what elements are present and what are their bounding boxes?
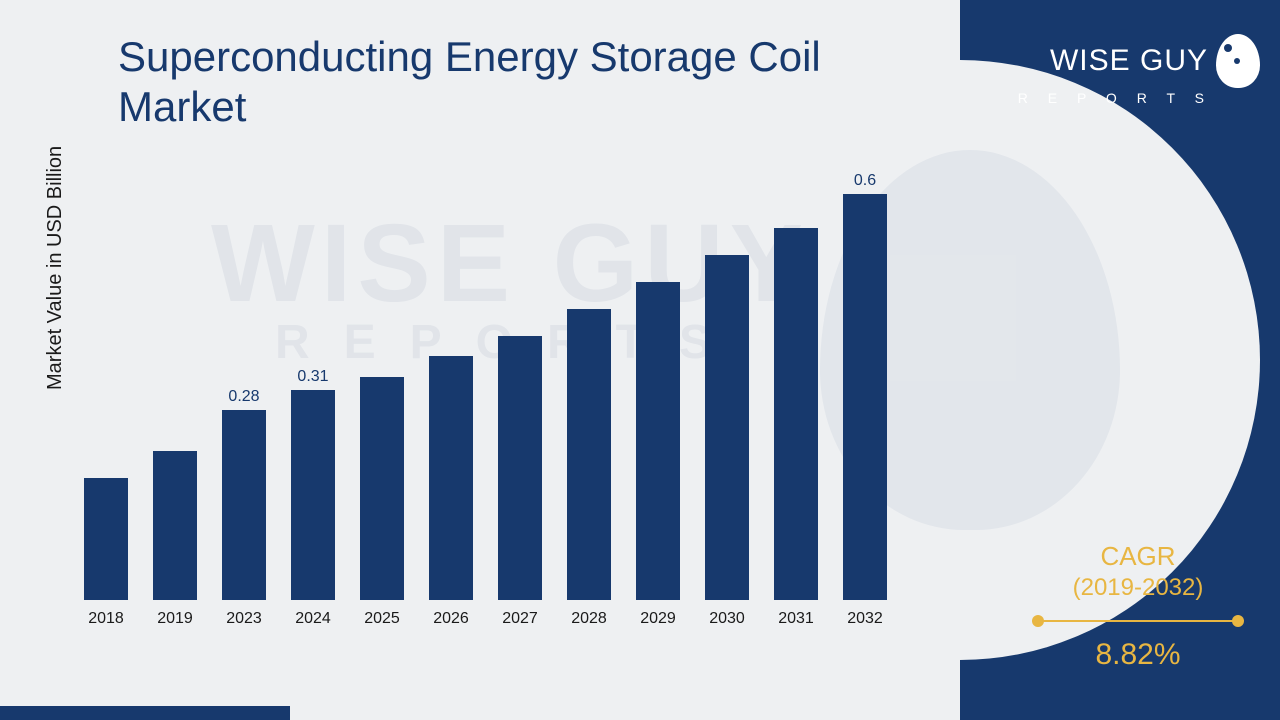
infographic-canvas: WISE GUY R E P O R T S Superconducting E…	[0, 0, 1280, 720]
cagr-value: 8.82%	[1028, 638, 1248, 672]
bar: 0.28	[222, 410, 266, 600]
logo-text-main: WISE GUY	[1050, 44, 1208, 78]
bar	[360, 377, 404, 600]
bar-chart: 0.280.310.6 2018201920232024202520262027…	[80, 160, 910, 600]
bar	[429, 356, 473, 600]
x-tick-label: 2029	[626, 610, 690, 628]
x-tick-label: 2032	[833, 610, 897, 628]
x-axis-labels: 2018201920232024202520262027202820292030…	[80, 604, 910, 628]
bar	[498, 336, 542, 600]
bar: 0.31	[291, 390, 335, 600]
x-tick-label: 2030	[695, 610, 759, 628]
head-icon	[1216, 34, 1260, 88]
bar	[705, 255, 749, 600]
cagr-box: CAGR (2019-2032) 8.82%	[1028, 541, 1248, 672]
x-tick-label: 2019	[143, 610, 207, 628]
chart-title: Superconducting Energy Storage Coil Mark…	[118, 32, 838, 131]
x-tick-label: 2028	[557, 610, 621, 628]
cagr-title: CAGR	[1028, 541, 1248, 572]
cagr-range: (2019-2032)	[1028, 574, 1248, 602]
logo-text-sub: R E P O R T S	[1018, 90, 1212, 106]
bar-value-label: 0.6	[843, 172, 887, 190]
footer-accent-bar	[0, 706, 290, 720]
bar-value-label: 0.28	[222, 388, 266, 406]
brand-logo: WISE GUY R E P O R T S	[1018, 34, 1260, 106]
bar	[774, 228, 818, 600]
bar	[84, 478, 128, 600]
x-tick-label: 2018	[74, 610, 138, 628]
x-tick-label: 2024	[281, 610, 345, 628]
bar-value-label: 0.31	[291, 368, 335, 386]
y-axis-label: Market Value in USD Billion	[44, 146, 67, 390]
bar	[567, 309, 611, 600]
cagr-divider	[1038, 620, 1238, 622]
bar	[636, 282, 680, 600]
bar: 0.6	[843, 194, 887, 600]
x-tick-label: 2025	[350, 610, 414, 628]
x-tick-label: 2023	[212, 610, 276, 628]
x-tick-label: 2031	[764, 610, 828, 628]
x-tick-label: 2026	[419, 610, 483, 628]
plot-area: 0.28 0.31 0.6	[80, 160, 910, 600]
x-tick-label: 2027	[488, 610, 552, 628]
bar	[153, 451, 197, 600]
